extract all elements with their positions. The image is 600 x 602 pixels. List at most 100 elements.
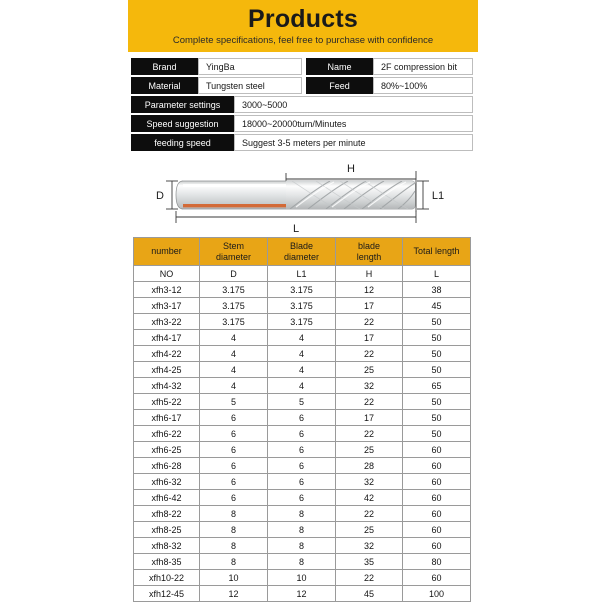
table-cell: 45 xyxy=(335,585,403,602)
table-cell: 6 xyxy=(199,441,268,458)
table-cell: 25 xyxy=(335,521,403,538)
table-cell: 35 xyxy=(335,553,403,570)
diagram-label-l1: L1 xyxy=(432,190,444,202)
table-cell: 8 xyxy=(199,553,268,570)
table-cell: 45 xyxy=(402,297,471,314)
subheader-no: NO xyxy=(133,265,200,282)
table-cell: xfh12-45 xyxy=(133,585,200,602)
table-header-row: number Stem diameter Blade diameter blad… xyxy=(133,237,471,266)
table-cell: 22 xyxy=(335,425,403,442)
table-cell: 4 xyxy=(199,345,268,362)
table-cell: 50 xyxy=(402,329,471,346)
dimension-l1 xyxy=(417,180,429,210)
table-cell: 60 xyxy=(402,569,471,586)
table-cell: 17 xyxy=(335,409,403,426)
table-cell: xfh6-32 xyxy=(133,473,200,490)
table-cell: xfh6-17 xyxy=(133,409,200,426)
table-cell: 12 xyxy=(199,585,268,602)
table-cell: 60 xyxy=(402,489,471,506)
table-cell: xfh3-12 xyxy=(133,281,200,298)
table-cell: 8 xyxy=(267,537,336,554)
table-cell: 4 xyxy=(267,361,336,378)
column-header-stem-diameter-line2: diameter xyxy=(215,251,251,262)
table-row: xfh8-25 8 8 25 60 xyxy=(133,521,471,538)
table-row: xfh4-32 4 4 32 65 xyxy=(133,377,471,394)
table-cell: 50 xyxy=(402,393,471,410)
subheader-h: H xyxy=(335,265,403,282)
table-row: xfh8-22 8 8 22 60 xyxy=(133,505,471,522)
table-row: xfh8-32 8 8 32 60 xyxy=(133,537,471,554)
table-row: xfh4-25 4 4 25 50 xyxy=(133,361,471,378)
table-cell: xfh8-32 xyxy=(133,537,200,554)
spec-label-brand: Brand xyxy=(131,58,198,75)
table-cell: 3.175 xyxy=(199,281,268,298)
table-cell: 60 xyxy=(402,537,471,554)
column-header-blade-diameter-line2: diameter xyxy=(283,251,319,262)
table-cell: xfh4-32 xyxy=(133,377,200,394)
table-cell: 50 xyxy=(402,409,471,426)
table-cell: 22 xyxy=(335,393,403,410)
page-title: Products xyxy=(248,4,358,33)
spec-label-feed: Feed xyxy=(306,77,373,94)
table-row: xfh6-22 6 6 22 50 xyxy=(133,425,471,442)
table-cell: xfh4-17 xyxy=(133,329,200,346)
table-cell: 28 xyxy=(335,457,403,474)
table-cell: 50 xyxy=(402,313,471,330)
table-row: xfh3-17 3.175 3.175 17 45 xyxy=(133,297,471,314)
table-cell: 3.175 xyxy=(267,313,336,330)
spec-label-material: Material xyxy=(131,77,198,94)
table-cell: 8 xyxy=(199,537,268,554)
spec-value-speed-suggestion: 18000~20000tum/Minutes xyxy=(234,115,473,132)
column-header-stem-diameter-line1: Stem xyxy=(222,241,244,252)
table-cell: 22 xyxy=(335,313,403,330)
column-header-blade-length-line1: blade xyxy=(357,241,381,252)
table-cell: 4 xyxy=(199,377,268,394)
table-row: xfh6-42 6 6 42 60 xyxy=(133,489,471,506)
spec-row: feeding speed Suggest 3-5 meters per min… xyxy=(131,134,473,151)
table-cell: 25 xyxy=(335,441,403,458)
spec-label-parameter-settings: Parameter settings xyxy=(131,96,234,113)
spec-value-material: Tungsten steel xyxy=(198,77,302,94)
product-diagram: H xyxy=(140,160,460,236)
table-cell: 12 xyxy=(267,585,336,602)
table-row: xfh4-17 4 4 17 50 xyxy=(133,329,471,346)
flute-spirals xyxy=(289,181,415,209)
table-cell: 3.175 xyxy=(199,313,268,330)
table-cell: 80 xyxy=(402,553,471,570)
table-row: xfh3-22 3.175 3.175 22 50 xyxy=(133,313,471,330)
table-cell: xfh3-17 xyxy=(133,297,200,314)
spec-row: Speed suggestion 18000~20000tum/Minutes xyxy=(131,115,473,132)
table-cell: 6 xyxy=(267,441,336,458)
column-header-total-length: Total length xyxy=(402,237,471,266)
table-row: xfh3-12 3.175 3.175 12 38 xyxy=(133,281,471,298)
table-cell: 6 xyxy=(267,489,336,506)
table-cell: xfh6-28 xyxy=(133,457,200,474)
table-cell: xfh6-25 xyxy=(133,441,200,458)
table-cell: 50 xyxy=(402,425,471,442)
tool-body xyxy=(175,180,416,210)
table-cell: 8 xyxy=(199,505,268,522)
table-cell: 22 xyxy=(335,569,403,586)
table-row: xfh5-22 5 5 22 50 xyxy=(133,393,471,410)
table-cell: 8 xyxy=(267,553,336,570)
table-row: xfh6-32 6 6 32 60 xyxy=(133,473,471,490)
table-cell: 6 xyxy=(267,473,336,490)
table-subheader-row: NO D L1 H L xyxy=(133,265,471,282)
table-cell: 100 xyxy=(402,585,471,602)
column-header-blade-diameter-line1: Blade xyxy=(289,241,314,252)
table-cell: xfh5-22 xyxy=(133,393,200,410)
table-cell: 50 xyxy=(402,345,471,362)
table-cell: 4 xyxy=(267,329,336,346)
column-header-number-line1: number xyxy=(151,246,182,257)
dimension-l xyxy=(175,211,417,223)
table-cell: 4 xyxy=(199,329,268,346)
table-cell: 6 xyxy=(199,457,268,474)
table-row: xfh4-22 4 4 22 50 xyxy=(133,345,471,362)
table-cell: 22 xyxy=(335,505,403,522)
shank-stripe xyxy=(182,204,286,208)
dimension-d xyxy=(166,180,178,210)
table-cell: 10 xyxy=(267,569,336,586)
table-cell: xfh3-22 xyxy=(133,313,200,330)
table-cell: 4 xyxy=(199,361,268,378)
diagram-label-h: H xyxy=(347,163,355,175)
